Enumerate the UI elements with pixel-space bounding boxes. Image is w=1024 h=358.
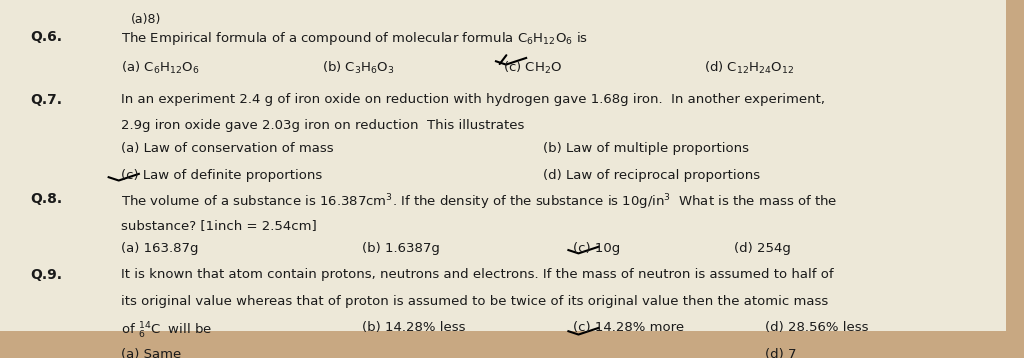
Text: Q.8.: Q.8.: [30, 192, 62, 206]
Text: (c) 10g: (c) 10g: [573, 242, 621, 255]
Text: (d) 254g: (d) 254g: [734, 242, 792, 255]
Text: (d) 7: (d) 7: [765, 348, 796, 358]
Text: (c) 14.28% more: (c) 14.28% more: [573, 321, 685, 334]
Text: The Empirical formula of a compound of molecular formula C$_6$H$_{12}$O$_6$ is: The Empirical formula of a compound of m…: [121, 30, 588, 47]
Text: (c) Law of definite proportions: (c) Law of definite proportions: [121, 169, 322, 182]
Text: It is known that atom contain protons, neutrons and electrons. If the mass of ne: It is known that atom contain protons, n…: [121, 268, 834, 281]
Text: of $^{14}_6$C  will be: of $^{14}_6$C will be: [121, 321, 212, 342]
FancyBboxPatch shape: [0, 0, 1006, 331]
Text: 2.9g iron oxide gave 2.03g iron on reduction  This illustrates: 2.9g iron oxide gave 2.03g iron on reduc…: [121, 119, 524, 132]
Text: (b) Law of multiple proportions: (b) Law of multiple proportions: [544, 142, 750, 155]
Text: (b) 1.6387g: (b) 1.6387g: [362, 242, 440, 255]
Text: (d) Law of reciprocal proportions: (d) Law of reciprocal proportions: [544, 169, 761, 182]
Text: Q.7.: Q.7.: [30, 93, 62, 107]
Text: (a) Law of conservation of mass: (a) Law of conservation of mass: [121, 142, 334, 155]
Text: The volume of a substance is 16.387cm$^3$. If the density of the substance is 10: The volume of a substance is 16.387cm$^3…: [121, 192, 837, 212]
Text: (a) Same: (a) Same: [121, 348, 181, 358]
Text: (a) 163.87g: (a) 163.87g: [121, 242, 199, 255]
Text: (d) C$_{12}$H$_{24}$O$_{12}$: (d) C$_{12}$H$_{24}$O$_{12}$: [705, 60, 795, 76]
Text: (b) C$_3$H$_6$O$_3$: (b) C$_3$H$_6$O$_3$: [322, 60, 394, 76]
Text: (d) 28.56% less: (d) 28.56% less: [765, 321, 868, 334]
Text: (b) 14.28% less: (b) 14.28% less: [362, 321, 466, 334]
Text: substance? [1inch = 2.54cm]: substance? [1inch = 2.54cm]: [121, 219, 316, 232]
Text: (a)8): (a)8): [131, 13, 161, 26]
Text: (c) CH$_2$O: (c) CH$_2$O: [503, 60, 562, 76]
Text: Q.6.: Q.6.: [30, 30, 62, 44]
Text: Q.9.: Q.9.: [30, 268, 62, 282]
Text: In an experiment 2.4 g of iron oxide on reduction with hydrogen gave 1.68g iron.: In an experiment 2.4 g of iron oxide on …: [121, 93, 824, 106]
Text: (a) C$_6$H$_{12}$O$_6$: (a) C$_6$H$_{12}$O$_6$: [121, 60, 199, 76]
Text: its original value whereas that of proton is assumed to be twice of its original: its original value whereas that of proto…: [121, 295, 828, 308]
